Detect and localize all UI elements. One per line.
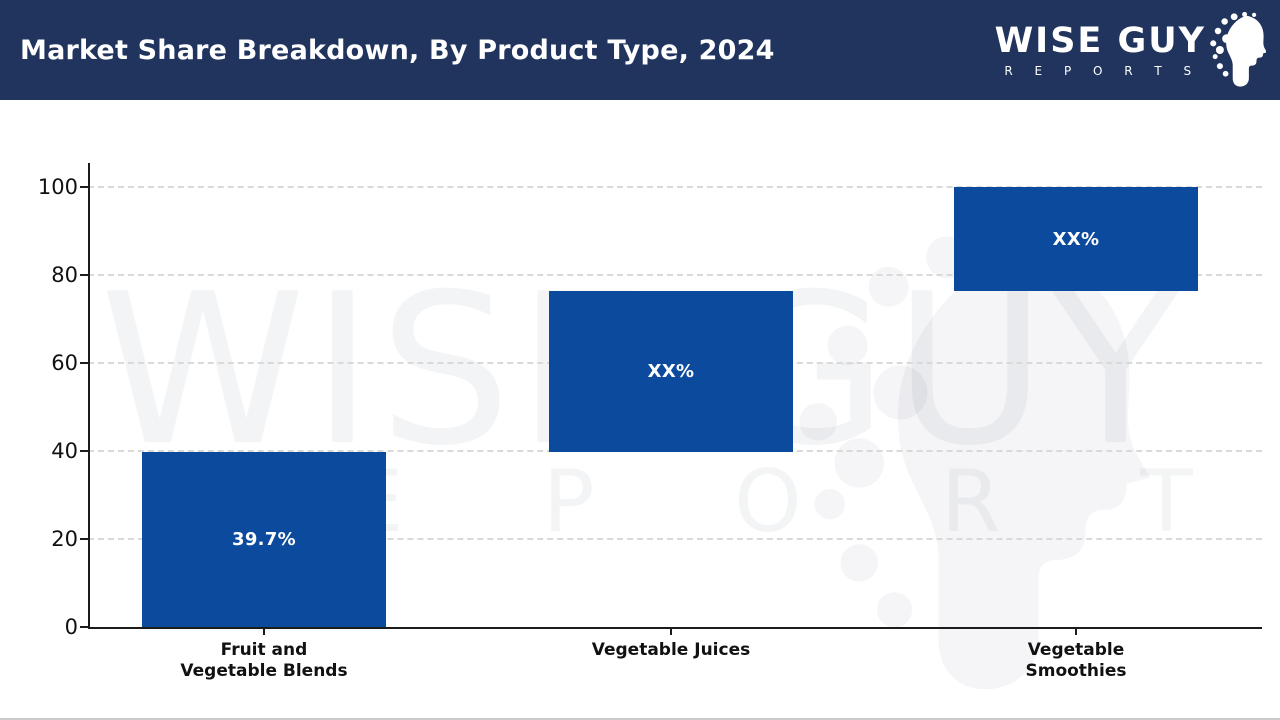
y-tick-label: 40 [51,439,78,463]
bar-value-label: 39.7% [232,529,296,551]
bar-segment: XX% [549,291,793,453]
y-tick-mark [80,186,88,188]
x-tick-mark [1075,627,1077,635]
gridline-80 [88,274,1262,276]
bar-value-label: XX% [1052,228,1100,250]
logo-subtext: R E P O R T S [1004,63,1201,78]
header-bar: Market Share Breakdown, By Product Type,… [0,0,1280,100]
x-category-label: Vegetable Smoothies [1025,640,1127,682]
wiseguy-logo-text: WISE GUY R E P O R T S [994,20,1206,78]
page-title: Market Share Breakdown, By Product Type,… [20,34,775,66]
y-tick-mark [80,362,88,364]
x-axis-spine [88,627,1262,629]
gridline-100 [88,186,1262,188]
x-tick-mark [670,627,672,635]
y-tick-mark [80,274,88,276]
gridline-20 [88,538,1262,540]
logo-wordmark: WISE GUY [994,20,1206,61]
y-tick-mark [80,450,88,452]
wiseguy-logo: WISE GUY R E P O R T S [995,12,1266,88]
y-tick-label: 60 [51,351,78,375]
y-tick-mark [80,538,88,540]
wiseguy-face-icon [1210,12,1266,87]
bar-value-label: XX% [647,361,695,383]
x-tick-mark [263,627,265,635]
y-tick-label: 80 [51,263,78,287]
bar-segment: XX% [954,187,1198,292]
y-tick-label: 0 [64,615,78,639]
y-tick-mark [80,626,88,628]
y-axis-spine [88,163,90,629]
x-category-label: Fruit and Vegetable Blends [180,640,348,682]
x-category-label: Vegetable Juices [591,640,751,660]
y-tick-label: 20 [51,527,78,551]
bar-segment: 39.7% [142,452,386,627]
y-tick-label: 100 [37,175,78,199]
footer-divider [0,718,1280,720]
